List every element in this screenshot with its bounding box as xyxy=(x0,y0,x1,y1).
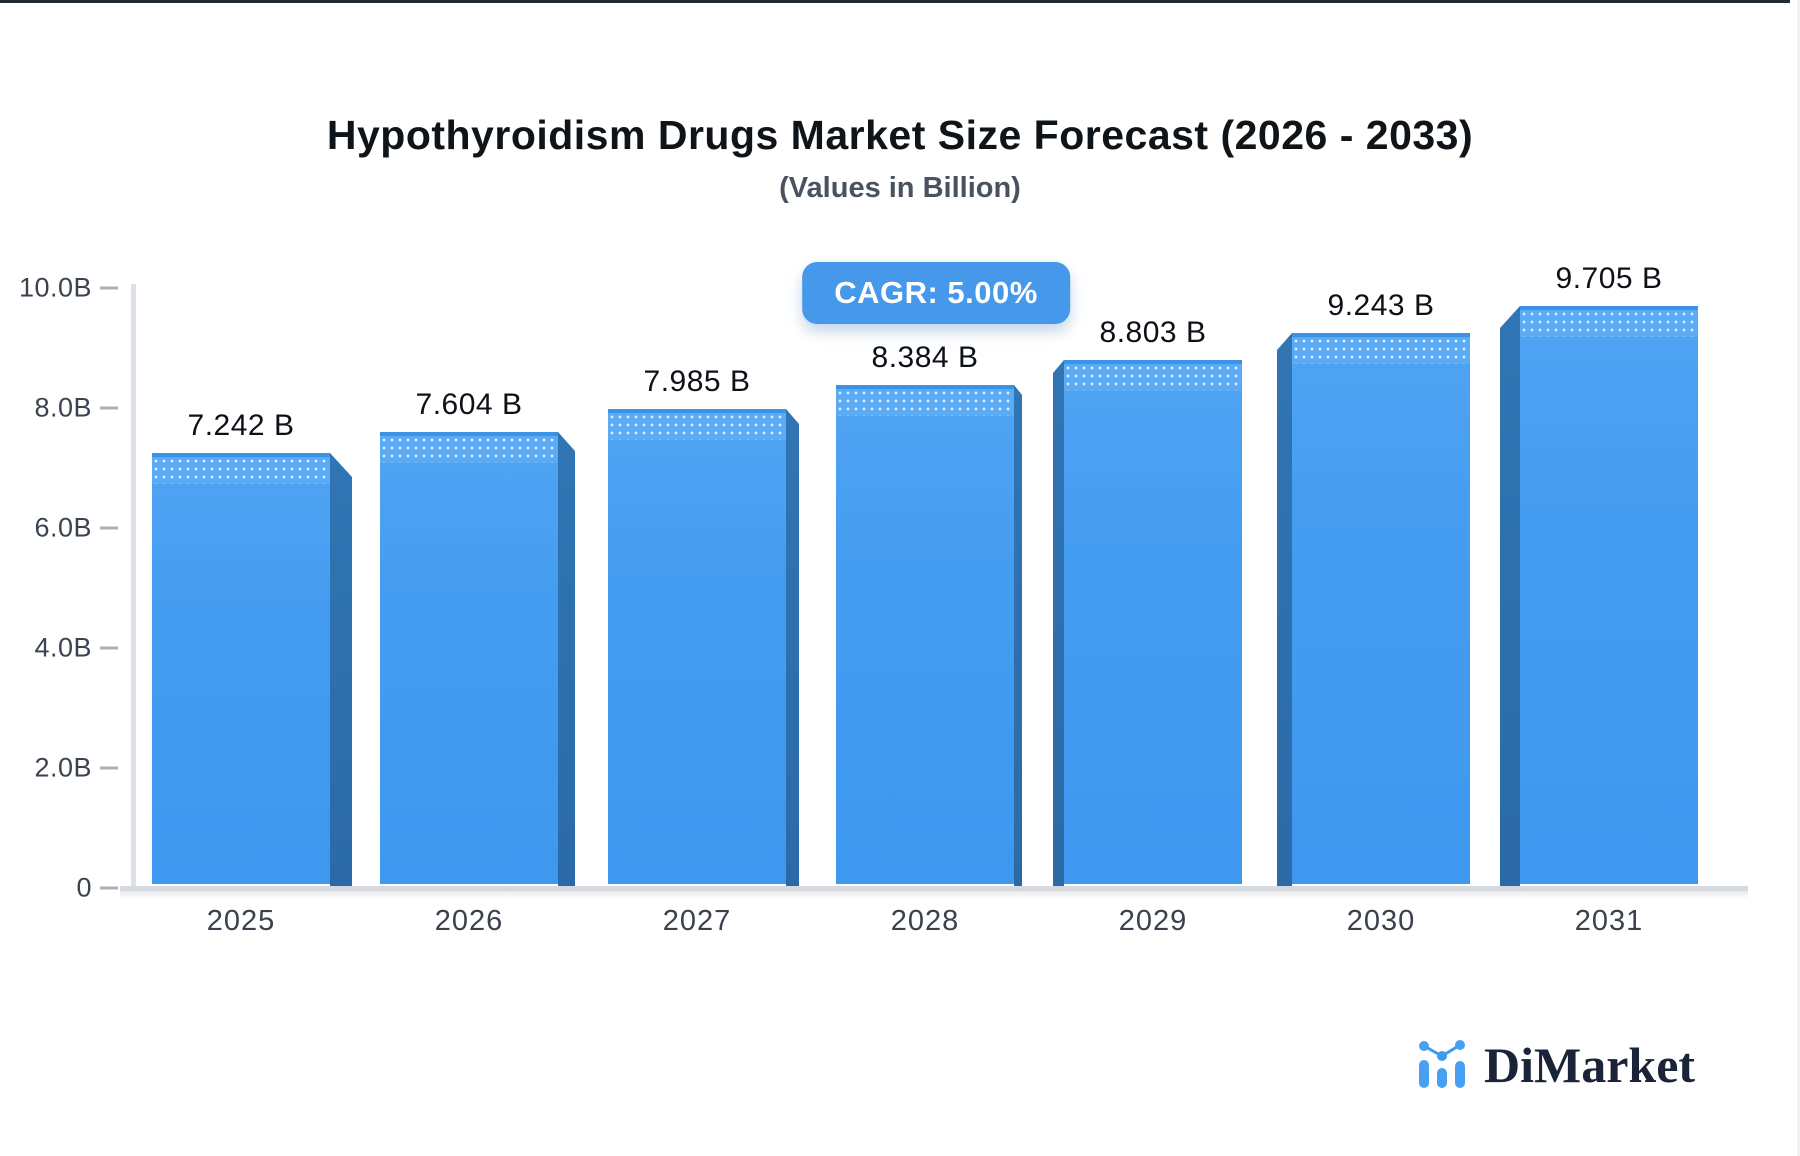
bar-3d-side-2031 xyxy=(1500,306,1520,888)
x-axis-label-2031: 2031 xyxy=(1574,905,1644,937)
bar-3d-side-2027 xyxy=(786,409,799,888)
brand-logo: DiMarket xyxy=(1418,1038,1695,1090)
y-tick-label-8.0B: 8.0B xyxy=(34,392,92,423)
y-tick-mark xyxy=(100,406,118,410)
bar-top-texture xyxy=(1292,337,1470,364)
bar-value-label-2025: 7.242 B xyxy=(187,409,295,442)
chart-subtitle: (Values in Billion) xyxy=(779,172,1021,204)
bar-3d-side-2025 xyxy=(330,453,352,888)
bar-3d-side-2028 xyxy=(1014,385,1022,888)
bar-top-texture xyxy=(1064,364,1242,391)
bar-2031 xyxy=(1520,306,1698,884)
top-border-line xyxy=(0,0,1790,3)
y-tick-mark xyxy=(100,526,118,530)
x-axis-label-2027: 2027 xyxy=(662,905,732,937)
x-axis-label-2028: 2028 xyxy=(890,905,960,937)
chart-title: Hypothyroidism Drugs Market Size Forecas… xyxy=(326,112,1474,158)
bar-2028 xyxy=(836,385,1014,884)
y-tick-mark xyxy=(100,646,118,650)
x-axis-shadow xyxy=(120,891,1748,899)
brand-logo-text: DiMarket xyxy=(1484,1037,1696,1093)
x-axis-baseline xyxy=(120,886,1748,891)
bar-top-texture xyxy=(608,413,786,440)
bar-value-label-2030: 9.243 B xyxy=(1327,289,1435,322)
y-tick-mark xyxy=(100,286,118,290)
bar-value-label-2026: 7.604 B xyxy=(415,388,523,421)
cagr-badge: CAGR: 5.00% xyxy=(802,262,1070,324)
bar-3d-side-2030 xyxy=(1277,333,1292,888)
bar-2025 xyxy=(152,453,330,884)
bar-top-texture xyxy=(152,457,330,484)
x-axis-label-2026: 2026 xyxy=(434,905,504,937)
bar-top-texture xyxy=(836,389,1014,416)
y-tick-label-6.0B: 6.0B xyxy=(34,512,92,543)
y-tick-mark xyxy=(100,886,118,890)
bar-value-label-2029: 8.803 B xyxy=(1099,316,1207,349)
bar-2027 xyxy=(608,409,786,884)
bar-chart-logo-icon xyxy=(1419,1040,1465,1088)
y-tick-label-10.0B: 10.0B xyxy=(18,272,92,303)
y-tick-label-4.0B: 4.0B xyxy=(34,632,92,663)
bar-value-label-2027: 7.985 B xyxy=(643,365,751,398)
right-border-line xyxy=(1797,0,1800,1156)
y-tick-label-0: 0 xyxy=(76,872,92,903)
bar-value-label-2031: 9.705 B xyxy=(1555,262,1663,295)
bar-top-texture xyxy=(380,436,558,463)
bar-2026 xyxy=(380,432,558,884)
bar-3d-side-2029 xyxy=(1053,360,1064,888)
bar-top-texture xyxy=(1520,310,1698,337)
y-axis-line xyxy=(131,284,136,891)
x-axis-label-2030: 2030 xyxy=(1346,905,1416,937)
y-tick-mark xyxy=(100,766,118,770)
y-tick-label-2.0B: 2.0B xyxy=(34,752,92,783)
x-axis-label-2029: 2029 xyxy=(1118,905,1188,937)
x-axis-label-2025: 2025 xyxy=(206,905,276,937)
bar-3d-side-2026 xyxy=(558,432,575,888)
bar-value-label-2028: 8.384 B xyxy=(871,341,979,374)
bar-2029 xyxy=(1064,360,1242,884)
bar-2030 xyxy=(1292,333,1470,884)
